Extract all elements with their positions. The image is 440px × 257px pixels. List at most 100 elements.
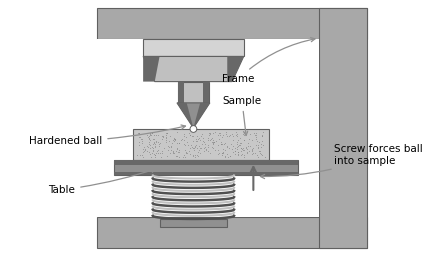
Point — [180, 154, 187, 159]
Point — [190, 146, 197, 150]
Point — [224, 155, 231, 159]
Point — [209, 131, 216, 135]
Point — [223, 144, 230, 148]
Point — [223, 134, 230, 138]
Point — [156, 144, 163, 149]
Point — [237, 146, 244, 150]
Point — [235, 150, 242, 154]
Point — [234, 142, 241, 146]
Point — [208, 137, 215, 142]
Point — [219, 151, 226, 155]
Point — [214, 143, 221, 147]
Point — [181, 134, 188, 138]
Bar — [178, 82, 209, 103]
Point — [148, 133, 155, 137]
Point — [235, 150, 242, 154]
Point — [139, 147, 146, 151]
Point — [226, 146, 233, 150]
Bar — [133, 129, 269, 160]
Point — [193, 143, 200, 147]
Point — [241, 149, 248, 153]
Point — [179, 137, 186, 141]
Point — [181, 143, 188, 147]
Point — [144, 149, 151, 153]
Point — [150, 148, 157, 152]
Point — [136, 131, 143, 135]
Point — [189, 154, 196, 158]
Point — [136, 153, 143, 157]
Point — [176, 141, 183, 145]
Point — [170, 149, 177, 153]
Point — [150, 137, 158, 141]
Point — [195, 144, 202, 148]
Point — [236, 141, 243, 145]
Point — [139, 141, 146, 145]
Point — [199, 136, 206, 140]
Point — [237, 136, 244, 140]
Point — [149, 145, 156, 149]
Point — [154, 148, 161, 152]
Point — [253, 133, 260, 137]
Bar — [160, 219, 227, 227]
Point — [161, 146, 168, 150]
Point — [158, 149, 165, 153]
Point — [164, 144, 171, 148]
Point — [134, 153, 141, 157]
Point — [202, 145, 209, 149]
Point — [180, 139, 187, 143]
Point — [178, 138, 185, 142]
Point — [224, 145, 231, 149]
Point — [148, 155, 155, 159]
Point — [215, 148, 222, 152]
Point — [149, 151, 156, 155]
Point — [182, 135, 189, 139]
Point — [231, 149, 238, 153]
Point — [246, 132, 253, 136]
Point — [259, 134, 266, 138]
Point — [189, 134, 196, 138]
Point — [176, 141, 183, 145]
Point — [167, 145, 174, 149]
Point — [250, 131, 257, 135]
Text: Frame: Frame — [223, 38, 315, 84]
Point — [200, 139, 207, 143]
Point — [153, 151, 160, 155]
Point — [192, 153, 199, 157]
Point — [237, 143, 244, 147]
Point — [141, 147, 148, 151]
Point — [145, 140, 152, 144]
Point — [150, 152, 158, 157]
Point — [144, 135, 151, 139]
Point — [193, 139, 200, 143]
Point — [245, 149, 252, 153]
Point — [257, 152, 264, 157]
Point — [198, 142, 205, 146]
Point — [252, 137, 259, 141]
Bar — [114, 171, 298, 175]
Point — [205, 149, 212, 153]
Point — [181, 148, 188, 152]
Point — [243, 150, 250, 154]
Point — [196, 148, 203, 152]
Text: Sample: Sample — [223, 96, 261, 135]
Point — [241, 133, 248, 137]
Point — [184, 143, 191, 148]
Point — [211, 148, 218, 152]
Text: Hardened ball: Hardened ball — [29, 125, 186, 146]
Point — [253, 143, 260, 147]
Point — [136, 143, 143, 147]
Point — [243, 130, 250, 134]
Bar — [97, 217, 367, 248]
Point — [146, 152, 153, 156]
Point — [191, 148, 198, 152]
Point — [254, 145, 261, 149]
Point — [155, 140, 162, 144]
Point — [184, 140, 191, 144]
Point — [174, 130, 181, 134]
Point — [183, 151, 190, 155]
Point — [209, 146, 216, 150]
Point — [216, 137, 223, 141]
Point — [213, 139, 220, 143]
Point — [187, 152, 194, 156]
Point — [221, 148, 228, 152]
